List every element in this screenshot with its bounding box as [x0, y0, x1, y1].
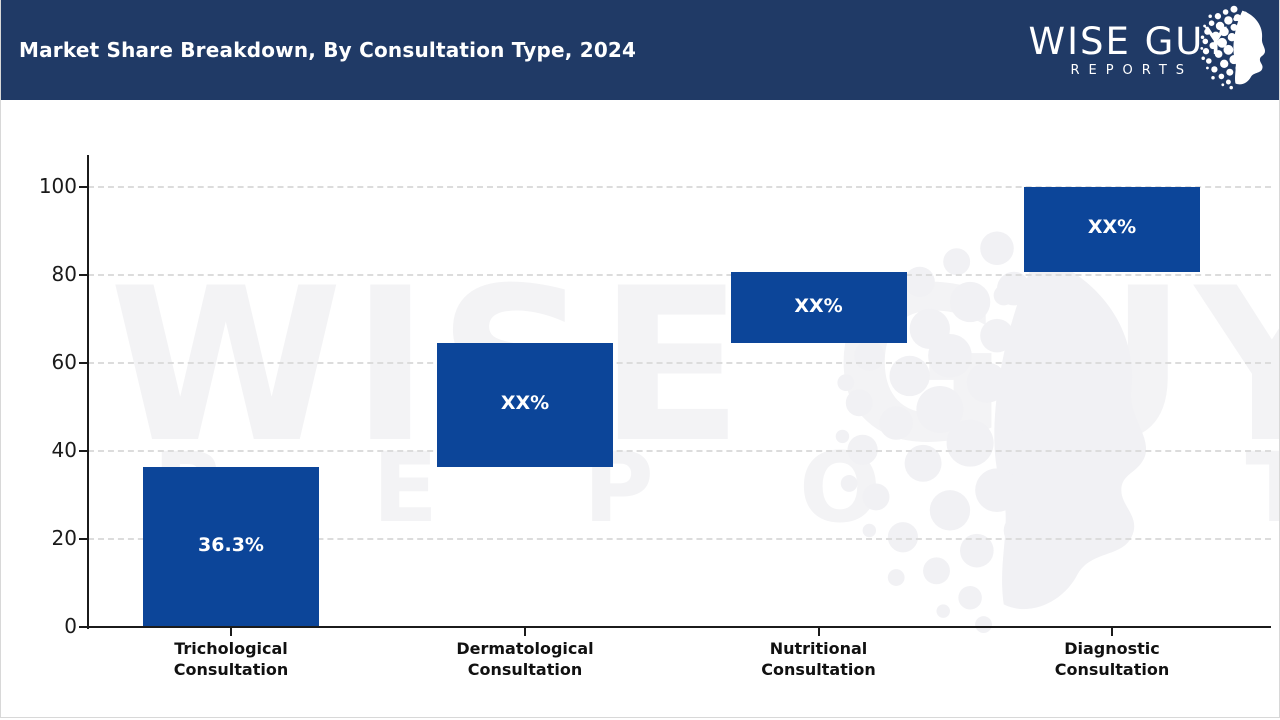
gridline	[88, 274, 1271, 276]
y-tick-mark	[79, 186, 88, 188]
logo-text: WISE GUY REPORTS	[1028, 19, 1229, 78]
category-label: Diagnostic Consultation	[1054, 639, 1170, 679]
y-tick-label: 0	[64, 614, 77, 638]
gridline	[88, 450, 1271, 452]
gridline	[88, 186, 1271, 188]
bar	[143, 467, 319, 627]
x-tick-mark	[230, 628, 232, 636]
category-label: Nutritional Consultation	[761, 639, 876, 679]
y-tick-mark	[79, 274, 88, 276]
x-tick-mark	[1111, 628, 1113, 636]
y-tick-label: 40	[51, 438, 77, 462]
y-tick-label: 20	[51, 526, 77, 550]
category-label: Trichological Consultation	[173, 639, 289, 679]
y-tick-mark	[79, 450, 88, 452]
y-tick-mark	[79, 362, 88, 364]
logo-wordmark: WISE GUY	[1028, 19, 1229, 63]
bar-value-label: 36.3%	[198, 534, 264, 557]
y-axis-line	[87, 155, 89, 629]
logo-subtitle: REPORTS	[1070, 62, 1194, 78]
bar	[437, 343, 613, 468]
y-tick-label: 100	[38, 174, 77, 198]
x-axis-line	[88, 626, 1271, 628]
bar-value-label: XX%	[794, 294, 843, 317]
wise-guy-logo: WISE GUY REPORTS	[1029, 0, 1269, 100]
chart-plot-area: WISE GUY R E P O R T S 02040608010036.3%…	[1, 100, 1279, 717]
gridline	[88, 538, 1271, 540]
bar	[1024, 187, 1200, 272]
gridline	[88, 362, 1271, 364]
bar	[730, 271, 907, 344]
y-tick-label: 80	[51, 262, 77, 286]
waterfall-chart: 0 20 40 60 80 100 36.3% XX% XX% XX% Trichological …	[1, 100, 1279, 717]
y-tick-label: 60	[51, 350, 77, 374]
bar-value-label: XX%	[500, 392, 550, 415]
x-tick-mark	[817, 628, 820, 636]
bar-value-label: XX%	[1087, 216, 1137, 239]
x-tick-mark	[524, 628, 526, 636]
y-tick-mark	[79, 626, 88, 628]
category-label: Dermatological Consultation	[456, 639, 594, 679]
header-bar: Market Share Breakdown, By Consultation …	[1, 0, 1279, 100]
y-tick-mark	[79, 538, 88, 540]
chart-title: Market Share Breakdown, By Consultation …	[19, 38, 637, 62]
